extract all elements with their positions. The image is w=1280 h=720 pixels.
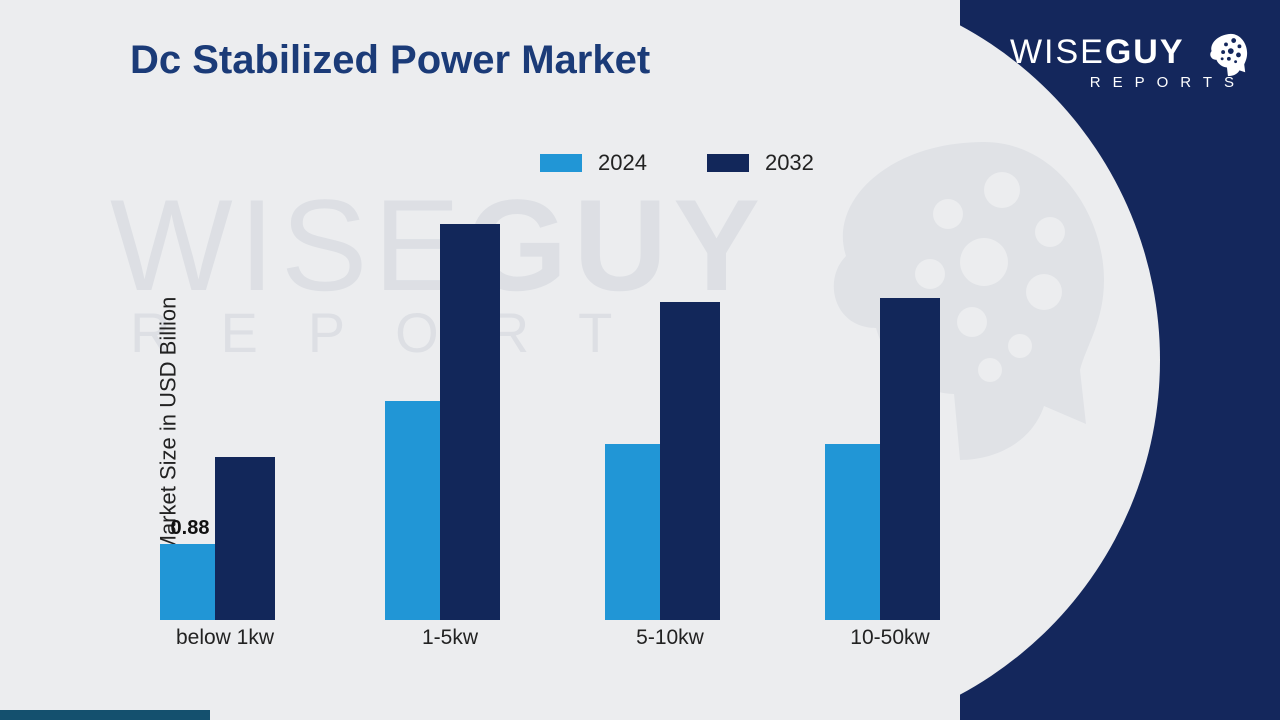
legend-item-2032: 2032	[707, 150, 814, 176]
bar-series-b	[440, 224, 500, 620]
value-label: 0.88	[150, 517, 230, 540]
bar-series-b	[660, 302, 720, 620]
x-tick-label: 1-5kw	[365, 626, 535, 650]
plot-area: 0.88	[110, 190, 1000, 620]
logo-word-b: GUY	[1105, 33, 1185, 71]
x-axis-labels: below 1kw 1-5kw 5-10kw 10-50kw	[110, 620, 1000, 660]
bar-series-b	[880, 298, 940, 621]
bar-series-a	[825, 444, 885, 620]
legend: 2024 2032	[540, 150, 814, 176]
bar-chart: Market Size in USD Billion 0.88 below 1k…	[100, 190, 1000, 660]
legend-swatch-b	[707, 154, 749, 172]
x-tick-label: below 1kw	[140, 626, 310, 650]
bottom-accent-bar	[0, 710, 210, 720]
bar-series-a	[160, 544, 220, 620]
logo-head-icon	[1202, 30, 1250, 78]
bar-series-a	[385, 401, 445, 620]
legend-item-2024: 2024	[540, 150, 647, 176]
x-tick-label: 10-50kw	[805, 626, 975, 650]
x-tick-label: 5-10kw	[585, 626, 755, 650]
legend-swatch-a	[540, 154, 582, 172]
chart-title: Dc Stabilized Power Market	[130, 38, 650, 83]
legend-label-a: 2024	[598, 150, 647, 176]
brand-logo: WISEGUY REPORTS	[1010, 30, 1250, 91]
bar-series-a	[605, 444, 665, 620]
logo-word-a: WISE	[1010, 33, 1105, 71]
legend-label-b: 2032	[765, 150, 814, 176]
